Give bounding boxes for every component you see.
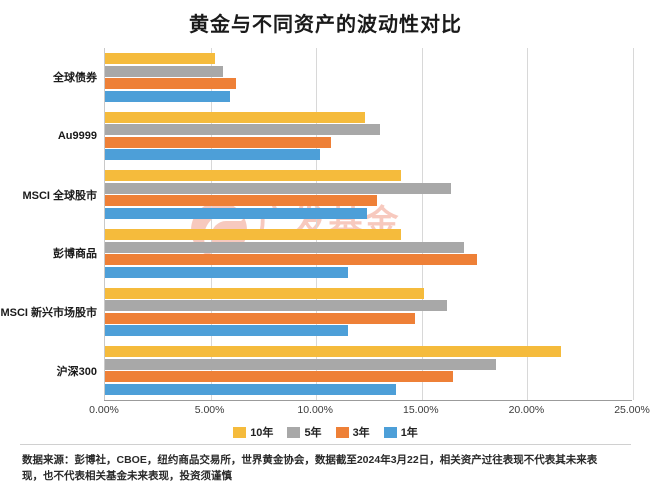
- bar-3年: [105, 136, 331, 148]
- y-axis-category-label: 全球债券: [53, 72, 97, 85]
- x-axis-tick-label: 10.00%: [297, 404, 333, 416]
- gridline: [527, 48, 529, 400]
- bar-1年: [105, 383, 397, 395]
- bar-1年: [105, 325, 348, 337]
- bar-3年: [105, 78, 236, 90]
- legend-item-10年[interactable]: 10年: [233, 424, 273, 440]
- bar-3年: [105, 254, 477, 266]
- footnote: 数据来源：彭博社，CBOE，纽约商品交易所，世界黄金协会，数据截至2024年3月…: [22, 452, 632, 485]
- bar-1年: [105, 90, 230, 102]
- y-axis-category-label: MSCI 全球股市: [22, 189, 97, 202]
- bar-5年: [105, 358, 496, 370]
- bar-5年: [105, 124, 380, 136]
- legend-label: 5年: [304, 427, 322, 439]
- gridline: [633, 48, 634, 400]
- bar-10年: [105, 111, 365, 123]
- category-group: 彭博商品: [53, 224, 632, 283]
- legend-swatch-icon: [233, 426, 247, 438]
- bar-1年: [105, 149, 321, 161]
- footnote-line-1: 数据来源：彭博社，CBOE，纽约商品交易所，世界黄金协会，数据截至2024年3月…: [22, 454, 598, 466]
- category-group: MSCI 新兴市场股市: [0, 283, 632, 342]
- category-group: Au9999: [58, 107, 632, 166]
- bar-1年: [105, 266, 348, 278]
- gridline: [316, 48, 318, 400]
- bar-10年: [105, 229, 401, 241]
- category-group: MSCI 全球股市: [22, 165, 632, 224]
- footnote-line-2: 现，也不代表相关基金未来表现，投资须谨慎: [22, 470, 232, 483]
- x-axis-tick-label: 20.00%: [508, 404, 545, 416]
- category-group: 沪深300: [57, 341, 632, 400]
- x-axis-tick-label: 5.00%: [194, 404, 225, 416]
- legend-swatch-icon: [335, 426, 349, 438]
- bar-1年: [105, 207, 367, 219]
- y-axis-category-label: 沪深300: [56, 365, 97, 378]
- page-title: 黄金与不同资产的波动性对比: [189, 14, 462, 36]
- y-axis-category-label: Au9999: [57, 129, 97, 142]
- legend-item-1年[interactable]: 1年: [383, 424, 418, 440]
- bar-10年: [105, 170, 401, 182]
- legend-label: 1年: [400, 427, 418, 439]
- x-axis-line: [104, 400, 632, 401]
- bar-3年: [105, 312, 416, 324]
- bar-5年: [105, 241, 465, 253]
- footer-divider: [20, 444, 631, 445]
- bar-3年: [105, 371, 454, 383]
- legend-label: 10年: [250, 427, 274, 439]
- bar-10年: [105, 53, 215, 65]
- x-axis-tick-label: 15.00%: [402, 404, 439, 416]
- legend-item-3年[interactable]: 3年: [335, 424, 370, 440]
- legend-label: 3年: [352, 427, 370, 439]
- y-axis-category-label: 彭博商品: [53, 248, 97, 261]
- plot-area: 全球债券 Au9999 MSCI 全球股市彭博商品 MSCI 新兴市场股市沪深300: [0, 48, 634, 400]
- bar-5年: [105, 300, 448, 312]
- bar-5年: [105, 182, 452, 194]
- bar-10年: [105, 287, 424, 299]
- gridline: [210, 48, 212, 400]
- bar-5年: [105, 65, 224, 77]
- x-axis-tick-label: 25.00%: [614, 404, 650, 416]
- bar-10年: [105, 346, 562, 358]
- category-group: 全球债券: [53, 48, 632, 107]
- legend-item-5年[interactable]: 5年: [287, 424, 322, 440]
- bar-3年: [105, 195, 378, 207]
- chart-legend: 10年 5年 3年 1年: [0, 424, 651, 440]
- legend-swatch-icon: [287, 426, 301, 438]
- x-axis-tick-label: 0.00%: [89, 404, 119, 416]
- legend-swatch-icon: [383, 426, 397, 438]
- y-axis-category-label: MSCI 新兴市场股市: [0, 306, 97, 319]
- gridline: [421, 48, 423, 400]
